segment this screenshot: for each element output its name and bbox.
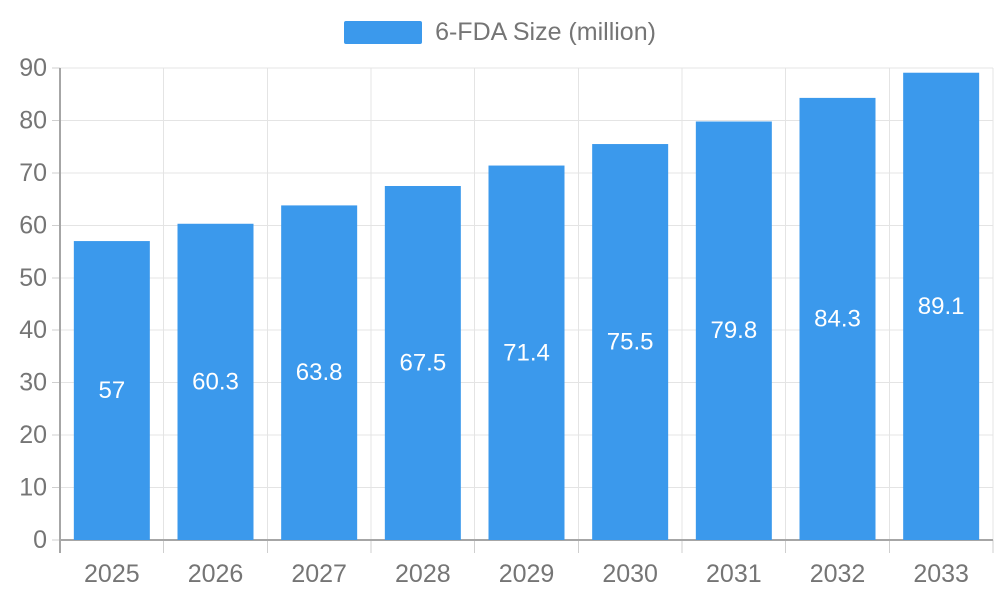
- chart-legend[interactable]: 6-FDA Size (million): [0, 20, 1000, 45]
- x-tick-label: 2030: [602, 560, 658, 588]
- legend-label: 6-FDA Size (million): [435, 18, 656, 46]
- bar-value-label: 71.4: [503, 339, 550, 366]
- bar[interactable]: [488, 165, 565, 540]
- y-tick-label: 50: [19, 264, 47, 292]
- y-tick-label: 60: [19, 211, 47, 239]
- x-tick-label: 2026: [188, 560, 244, 588]
- bar-value-label: 57: [98, 377, 125, 404]
- x-tick-label: 2025: [84, 560, 140, 588]
- y-tick-label: 20: [19, 421, 47, 449]
- y-tick-label: 80: [19, 106, 47, 134]
- bar-value-label: 84.3: [814, 305, 861, 332]
- bar[interactable]: [73, 241, 150, 541]
- y-tick-label: 90: [19, 54, 47, 82]
- bar[interactable]: [281, 205, 358, 540]
- bar[interactable]: [384, 186, 461, 540]
- y-tick-label: 40: [19, 316, 47, 344]
- bar[interactable]: [695, 121, 772, 540]
- bar[interactable]: [799, 97, 876, 540]
- x-tick-label: 2029: [499, 560, 555, 588]
- x-tick-label: 2027: [291, 560, 347, 588]
- bar-value-label: 60.3: [192, 368, 239, 395]
- bar-value-label: 75.5: [607, 329, 654, 356]
- y-tick-label: 10: [19, 474, 47, 502]
- y-tick-label: 0: [33, 526, 47, 554]
- x-tick-label: 2031: [706, 560, 762, 588]
- x-tick-label: 2033: [913, 560, 969, 588]
- bar[interactable]: [903, 72, 980, 540]
- legend-swatch: [344, 21, 423, 44]
- y-tick-label: 70: [19, 159, 47, 187]
- bar-value-label: 67.5: [399, 350, 446, 377]
- x-tick-label: 2032: [810, 560, 866, 588]
- bar-value-label: 63.8: [296, 359, 343, 386]
- y-tick-label: 30: [19, 369, 47, 397]
- bar[interactable]: [177, 223, 254, 540]
- bar[interactable]: [592, 144, 669, 541]
- bar-value-label: 89.1: [918, 293, 965, 320]
- bar-value-label: 79.8: [710, 317, 757, 344]
- x-tick-label: 2028: [395, 560, 451, 588]
